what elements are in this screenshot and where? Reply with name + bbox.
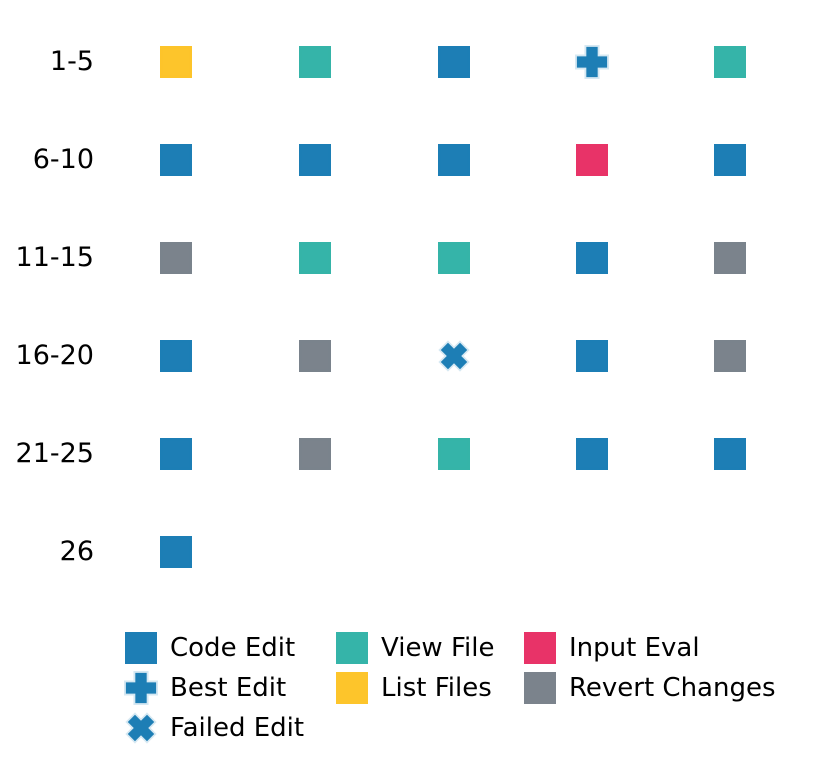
marker-best-edit bbox=[575, 45, 609, 79]
legend-label: Code Edit bbox=[170, 633, 296, 663]
square-marker-icon bbox=[576, 144, 608, 176]
marker-revert-changes bbox=[713, 339, 747, 373]
marker-code-edit bbox=[437, 45, 471, 79]
legend-item-revert-changes: Revert Changes bbox=[523, 668, 776, 708]
marker-revert-changes bbox=[298, 437, 332, 471]
square-marker-icon bbox=[714, 46, 746, 78]
legend-swatch-code-edit bbox=[124, 631, 158, 665]
marker-code-edit bbox=[713, 437, 747, 471]
legend-item-view-file: View File bbox=[335, 628, 494, 668]
square-marker-icon bbox=[714, 144, 746, 176]
y-tick-label: 26 bbox=[59, 536, 94, 567]
marker-code-edit bbox=[713, 143, 747, 177]
square-marker-icon bbox=[438, 438, 470, 470]
square-marker-icon bbox=[576, 242, 608, 274]
marker-view-file bbox=[437, 437, 471, 471]
square-marker-icon bbox=[160, 340, 192, 372]
square-marker-icon bbox=[160, 242, 192, 274]
legend-item-list-files: List Files bbox=[335, 668, 492, 708]
marker-code-edit bbox=[298, 143, 332, 177]
y-tick-label: 1-5 bbox=[49, 46, 94, 77]
square-marker-icon bbox=[524, 672, 556, 704]
square-marker-icon bbox=[438, 46, 470, 78]
square-marker-icon bbox=[299, 144, 331, 176]
square-marker-icon bbox=[438, 242, 470, 274]
square-marker-icon bbox=[160, 536, 192, 568]
square-marker-icon bbox=[524, 632, 556, 664]
square-marker-icon bbox=[125, 632, 157, 664]
marker-view-file bbox=[298, 241, 332, 275]
square-marker-icon bbox=[160, 438, 192, 470]
square-marker-icon bbox=[438, 144, 470, 176]
square-marker-icon bbox=[576, 340, 608, 372]
marker-code-edit bbox=[159, 143, 193, 177]
legend-label: Revert Changes bbox=[569, 673, 776, 703]
marker-input-eval bbox=[575, 143, 609, 177]
legend-item-best-edit: Best Edit bbox=[124, 668, 286, 708]
square-marker-icon bbox=[299, 340, 331, 372]
plus-marker-icon bbox=[575, 45, 609, 79]
legend-swatch-failed-edit bbox=[124, 711, 158, 745]
legend-label: View File bbox=[381, 633, 495, 663]
y-tick-label: 6-10 bbox=[32, 144, 94, 175]
square-marker-icon bbox=[714, 340, 746, 372]
y-tick-label: 16-20 bbox=[15, 340, 94, 371]
marker-code-edit bbox=[159, 339, 193, 373]
x-marker-icon bbox=[125, 712, 157, 744]
legend-label: Failed Edit bbox=[170, 713, 305, 743]
legend-swatch-input-eval bbox=[523, 631, 557, 665]
square-marker-icon bbox=[160, 144, 192, 176]
marker-failed-edit bbox=[437, 339, 471, 373]
marker-code-edit bbox=[575, 437, 609, 471]
square-marker-icon bbox=[299, 46, 331, 78]
square-marker-icon bbox=[714, 242, 746, 274]
square-marker-icon bbox=[336, 632, 368, 664]
legend-label: List Files bbox=[381, 673, 492, 703]
marker-revert-changes bbox=[159, 241, 193, 275]
marker-code-edit bbox=[437, 143, 471, 177]
marker-list-files bbox=[159, 45, 193, 79]
marker-code-edit bbox=[575, 339, 609, 373]
x-marker-icon bbox=[438, 340, 470, 372]
square-marker-icon bbox=[299, 438, 331, 470]
marker-code-edit bbox=[159, 437, 193, 471]
square-marker-icon bbox=[160, 46, 192, 78]
marker-code-edit bbox=[159, 535, 193, 569]
square-marker-icon bbox=[714, 438, 746, 470]
marker-code-edit bbox=[575, 241, 609, 275]
square-marker-icon bbox=[299, 242, 331, 274]
legend-label: Input Eval bbox=[569, 633, 700, 663]
legend-swatch-list-files bbox=[335, 671, 369, 705]
legend-swatch-revert-changes bbox=[523, 671, 557, 705]
legend-swatch-best-edit bbox=[124, 671, 158, 705]
marker-view-file bbox=[298, 45, 332, 79]
legend-label: Best Edit bbox=[170, 673, 287, 703]
plus-marker-icon bbox=[124, 671, 158, 705]
legend-item-failed-edit: Failed Edit bbox=[124, 708, 304, 748]
marker-revert-changes bbox=[713, 241, 747, 275]
legend-item-input-eval: Input Eval bbox=[523, 628, 700, 668]
marker-revert-changes bbox=[298, 339, 332, 373]
square-marker-icon bbox=[336, 672, 368, 704]
legend-swatch-view-file bbox=[335, 631, 369, 665]
legend-item-code-edit: Code Edit bbox=[124, 628, 295, 668]
y-tick-label: 11-15 bbox=[15, 242, 94, 273]
y-tick-label: 21-25 bbox=[15, 438, 94, 469]
marker-view-file bbox=[713, 45, 747, 79]
square-marker-icon bbox=[576, 438, 608, 470]
marker-view-file bbox=[437, 241, 471, 275]
